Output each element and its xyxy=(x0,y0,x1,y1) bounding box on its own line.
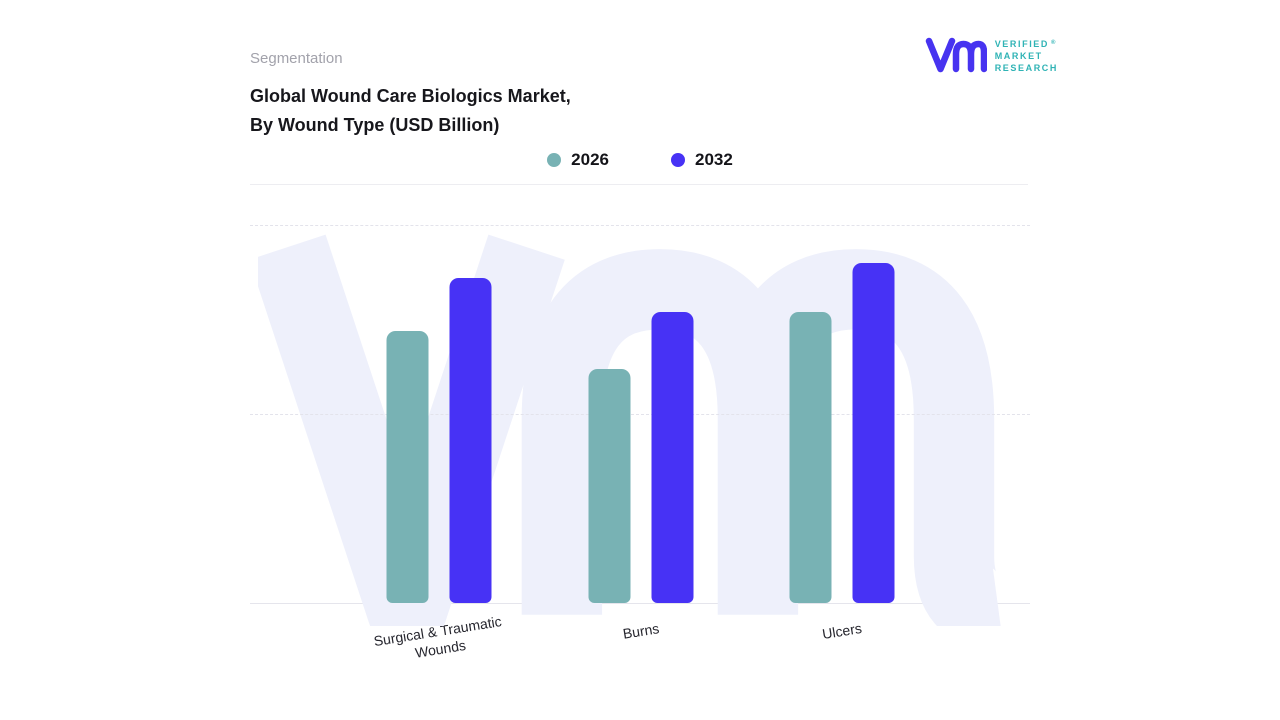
brand-logo: VERIFIED ® MARKET RESEARCH xyxy=(925,36,1058,76)
bar-2026-ulcers xyxy=(789,312,832,603)
legend-label-2026: 2026 xyxy=(571,150,609,169)
brand-wordmark: VERIFIED ® MARKET RESEARCH xyxy=(995,39,1058,74)
registered-mark: ® xyxy=(1051,39,1058,46)
chart-legend: 2026 2032 xyxy=(250,150,1030,170)
bar-group-1 xyxy=(386,278,492,603)
bar-2026-surgical-traumatic-wounds xyxy=(386,331,429,603)
brand-line-1: VERIFIED ® xyxy=(994,38,1058,49)
x-axis-label-3: Ulcers xyxy=(821,619,863,643)
bar-2032-burns xyxy=(651,312,694,603)
brand-line-3: RESEARCH xyxy=(994,62,1058,73)
bar-2032-ulcers xyxy=(852,263,895,603)
vmr-monogram-icon xyxy=(925,36,987,76)
header-divider xyxy=(250,184,1028,185)
gridline-100 xyxy=(250,225,1030,226)
chart-title-line2: By Wound Type (USD Billion) xyxy=(250,115,500,135)
bar-group-3 xyxy=(789,263,895,603)
plot-area xyxy=(249,225,1030,651)
bar-2026-burns xyxy=(588,369,631,603)
brand-line-2: MARKET xyxy=(994,50,1043,61)
x-axis-labels: Surgical & Traumatic Wounds Burns Ulcers xyxy=(250,612,1030,692)
legend-item-2026: 2026 xyxy=(547,150,609,170)
x-axis-label-2: Burns xyxy=(621,620,661,642)
legend-item-2032: 2032 xyxy=(671,150,733,170)
section-eyebrow: Segmentation xyxy=(250,50,343,67)
chart-title-line1: Global Wound Care Biologics Market, xyxy=(250,86,571,106)
bar-2032-surgical-traumatic-wounds xyxy=(449,278,492,603)
x-axis-label-1: Surgical & Traumatic Wounds xyxy=(372,613,503,661)
chart-title: Global Wound Care Biologics Market, By W… xyxy=(250,82,571,140)
legend-dot-2032 xyxy=(671,153,685,167)
legend-dot-2026 xyxy=(547,153,562,167)
bar-group-2 xyxy=(588,312,694,603)
legend-label-2032: 2032 xyxy=(695,150,733,169)
